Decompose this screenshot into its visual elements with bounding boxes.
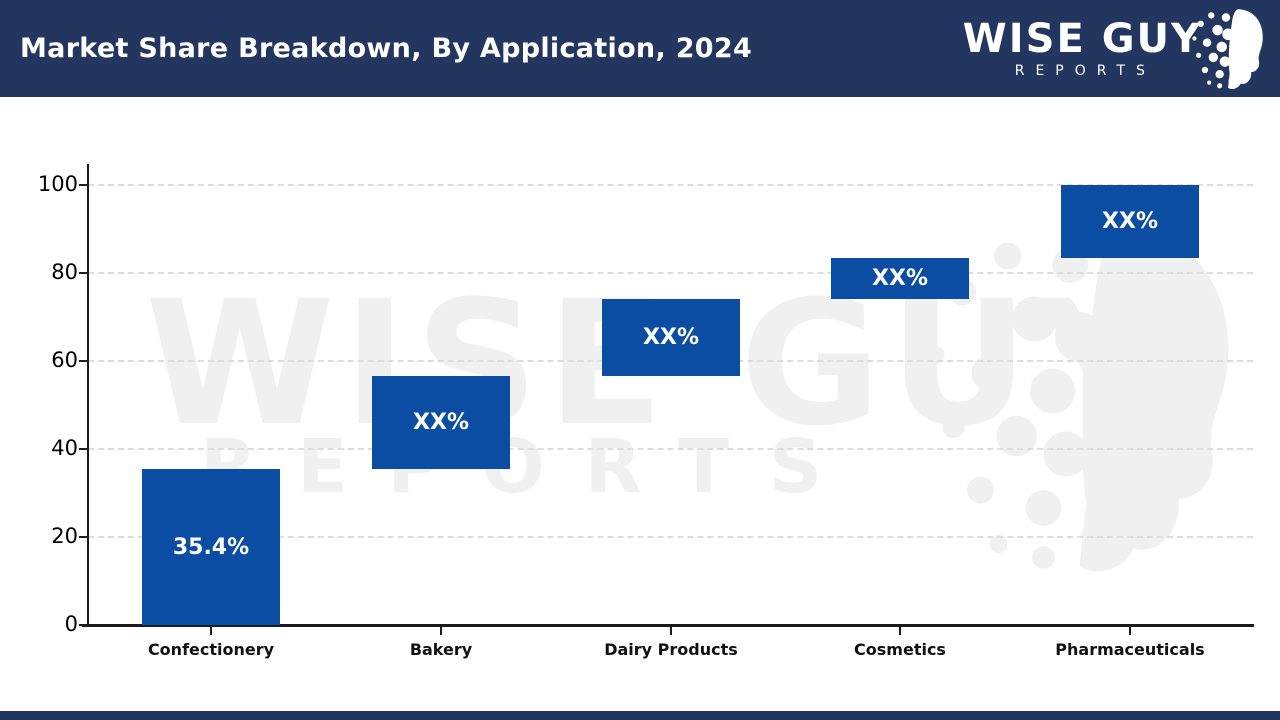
wiseguy-logo: WISE GUY REPORTS xyxy=(963,7,1280,91)
logo-subtitle: REPORTS xyxy=(1014,63,1156,79)
wiseguy-logo-text: WISE GUY REPORTS xyxy=(963,19,1202,78)
x-tick-mark-1 xyxy=(210,627,212,635)
x-tick-mark-4 xyxy=(899,627,901,635)
bar-value-label: XX% xyxy=(872,265,928,291)
header-bar: Market Share Breakdown, By Application, … xyxy=(0,0,1280,97)
y-tick-mark-40 xyxy=(79,448,87,450)
y-tick-mark-20 xyxy=(79,536,87,538)
y-tick-mark-60 xyxy=(79,360,87,362)
footer-bar xyxy=(0,711,1280,720)
bar-dairy-products: XX% xyxy=(602,299,740,377)
gridline-100 xyxy=(88,184,1253,186)
wiseguy-face-icon xyxy=(1192,8,1263,89)
bar-cosmetics: XX% xyxy=(831,257,969,300)
gridline-40 xyxy=(88,448,1253,450)
bar-bakery: XX% xyxy=(372,376,510,470)
bar-value-label: XX% xyxy=(413,410,469,436)
bar-confectionery: 35.4% xyxy=(142,469,280,625)
y-tick-label-60: 60 xyxy=(51,348,78,372)
bar-value-label: 35.4% xyxy=(172,534,250,560)
category-label-pharmaceuticals: Pharmaceuticals xyxy=(1055,640,1205,659)
y-tick-label-80: 80 xyxy=(51,260,78,284)
y-axis-line xyxy=(87,164,89,625)
x-tick-mark-3 xyxy=(670,627,672,635)
y-tick-mark-80 xyxy=(79,272,87,274)
logo-wordmark: WISE GUY xyxy=(962,16,1202,62)
y-tick-label-100: 100 xyxy=(37,172,78,196)
watermark-subtitle: REPORTS xyxy=(200,424,863,510)
y-tick-mark-0 xyxy=(79,624,87,626)
y-tick-label-0: 0 xyxy=(64,612,78,636)
y-tick-label-20: 20 xyxy=(51,524,78,548)
y-tick-mark-100 xyxy=(79,184,87,186)
page-title: Market Share Breakdown, By Application, … xyxy=(20,33,753,64)
category-label-confectionery: Confectionery xyxy=(147,640,275,659)
bar-value-label: XX% xyxy=(643,325,699,351)
bar-value-label: XX% xyxy=(1102,208,1158,234)
category-label-dairy-products: Dairy Products xyxy=(604,640,738,659)
watermark-face-icon xyxy=(926,229,1229,572)
y-tick-label-40: 40 xyxy=(51,436,78,460)
gridline-20 xyxy=(88,536,1253,538)
x-tick-mark-2 xyxy=(440,627,442,635)
x-axis-line xyxy=(82,624,1254,627)
category-label-cosmetics: Cosmetics xyxy=(854,640,946,659)
gridline-80 xyxy=(88,272,1253,274)
category-label-bakery: Bakery xyxy=(409,640,473,659)
bar-pharmaceuticals: XX% xyxy=(1061,185,1199,258)
x-tick-mark-5 xyxy=(1129,627,1131,635)
